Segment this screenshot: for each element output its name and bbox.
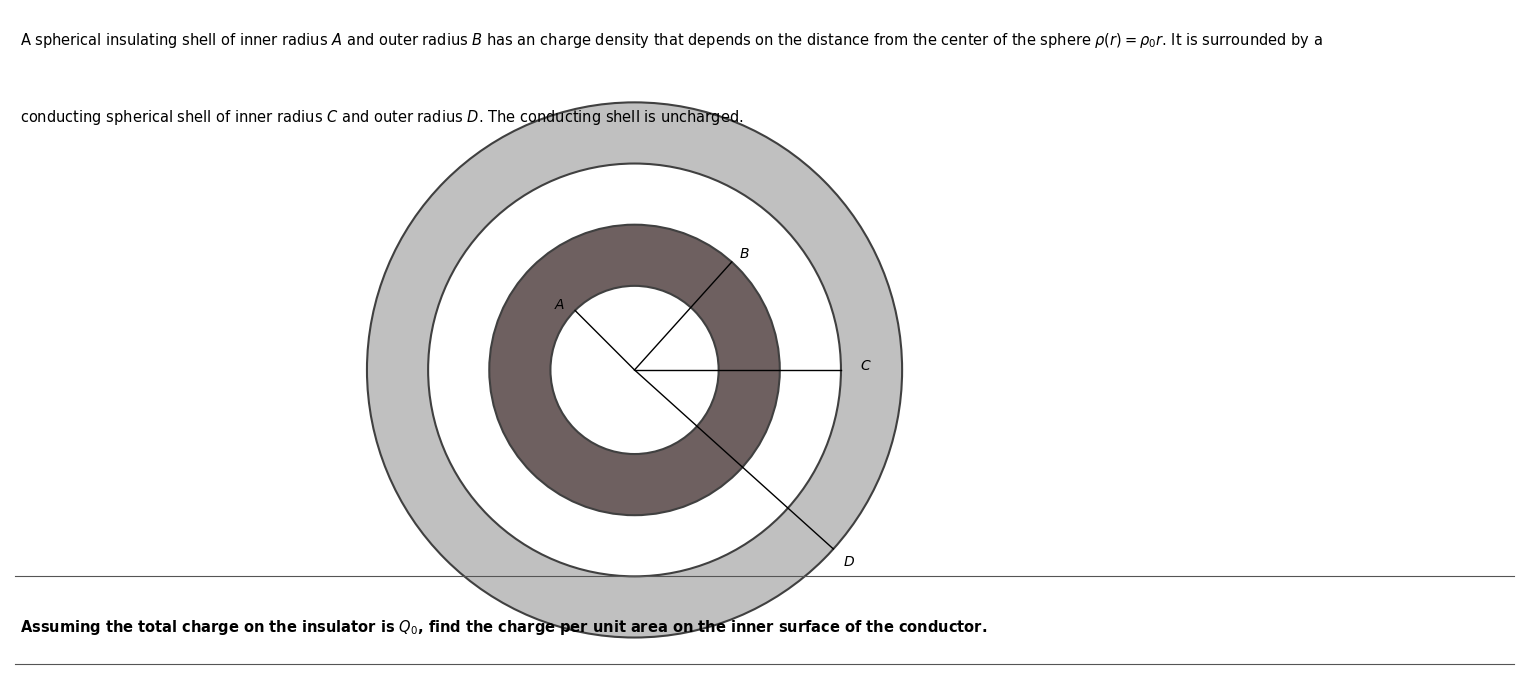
Text: A spherical insulating shell of inner radius $A$ and outer radius $B$ has an cha: A spherical insulating shell of inner ra… [20, 31, 1323, 50]
Ellipse shape [489, 225, 780, 515]
Text: C: C [861, 359, 870, 373]
Text: Assuming the total charge on the insulator is $Q_0$, find the charge per unit ar: Assuming the total charge on the insulat… [20, 618, 988, 637]
Text: A: A [555, 298, 564, 312]
Text: B: B [739, 246, 749, 260]
Ellipse shape [428, 163, 841, 577]
Ellipse shape [550, 286, 719, 454]
Text: D: D [844, 554, 855, 569]
Text: conducting spherical shell of inner radius $C$ and outer radius $D$. The conduct: conducting spherical shell of inner radi… [20, 108, 743, 127]
Ellipse shape [367, 103, 902, 637]
